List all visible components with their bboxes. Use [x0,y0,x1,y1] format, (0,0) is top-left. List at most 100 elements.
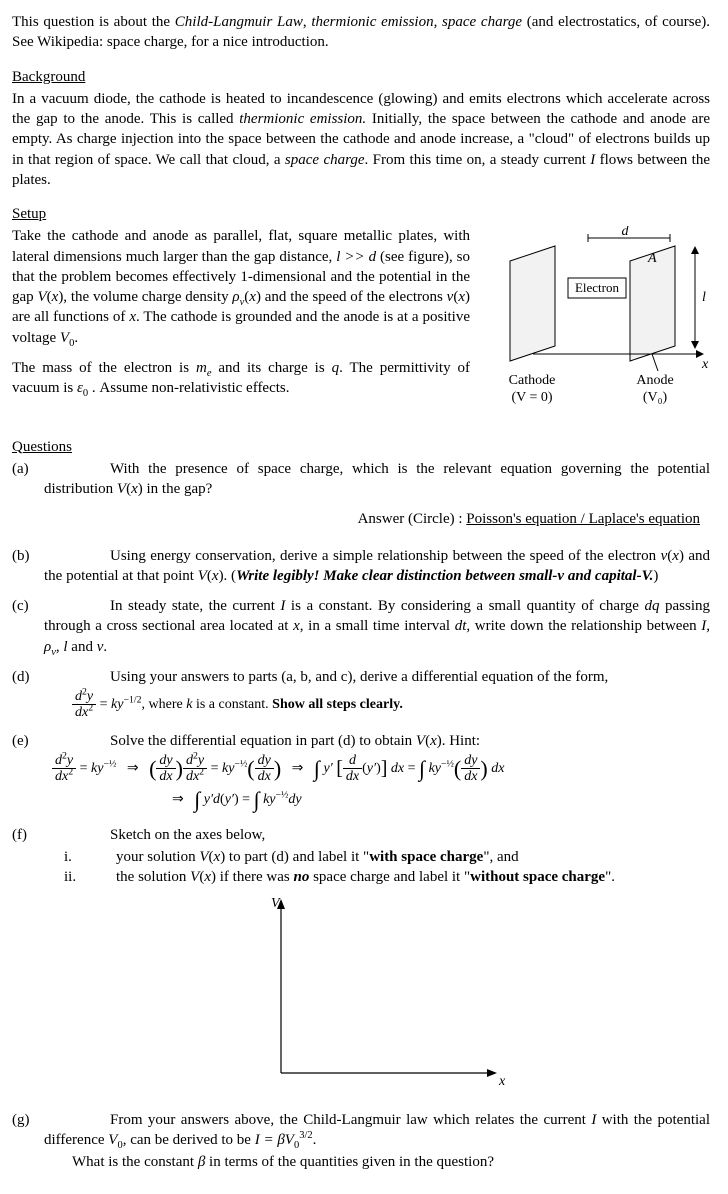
qd-equation: d2ydx2 = ky−1/2, where k is a constant. … [72,689,710,721]
qg-exp: 3/2 [299,1130,312,1141]
diagram-l: l [702,290,706,305]
axis-label-x: x [498,1074,506,1089]
diagram-A: A [647,251,657,266]
intro-topic-2: thermionic emission, space charge [311,14,522,30]
qd-bold: Show all steps clearly. [272,697,403,712]
axis-label-v: V [271,896,281,911]
qe-V: V [416,733,425,749]
intro-paragraph: This question is about the Child-Langmui… [12,12,710,53]
qe-text1: Solve the differential equation in part … [110,733,416,749]
question-d: (d)Using your answers to parts (a, b, an… [44,667,710,687]
qd-label: (d) [12,667,40,687]
qf-sublist: i.your solution V(x) to part (d) and lab… [92,847,710,888]
qg-eq-sub: 0 [294,1140,299,1151]
background-heading: Background [12,67,710,87]
qf-ii-label: ii. [92,867,116,887]
setup-p2d: . Assume non-relativistic effects. [88,380,289,396]
setup-p1f: ) and the speed of the electrons [256,289,447,305]
qf-ii-text1: the solution [116,869,190,885]
setup-p1j: . [74,330,78,346]
qd-text3: is a constant. [192,697,272,712]
setup-p2b: and its charge is [211,360,331,376]
question-a: (a)With the presence of space charge, wh… [44,459,710,500]
qf-ii-text4: ". [605,869,615,885]
qa-answer-line: Answer (Circle) : Poisson's equation / L… [12,509,700,529]
diagram-anode-v: (V₀) [643,390,668,405]
qc-text5: write down the relationship between [470,618,701,634]
qf-i-V: V [199,849,208,865]
qf-i-text1: your solution [116,849,199,865]
qd-text2: , where [142,697,187,712]
qc-text1: In steady state, the current [110,598,280,614]
setup-x4: x [129,309,136,325]
question-g: (g)From your answers above, the Child-La… [44,1110,710,1151]
qb-x2: x [212,568,219,584]
qg-q2: What is the constant [72,1154,198,1170]
diagram-cathode-v: (V = 0) [511,390,552,405]
qg-text4: . [313,1132,317,1148]
diagram-d: d [622,226,630,239]
setup-q: q [332,360,340,376]
questions-heading: Questions [12,437,710,457]
qg-subquestion: What is the constant β in terms of the q… [72,1152,710,1172]
setup-x2: x [249,289,256,305]
qg-text1: From your answers above, the Child-Langm… [110,1112,591,1128]
setup-rho: ρ [232,289,239,305]
bg-thermionic: thermionic emission. [239,111,366,127]
qf-ii-text3: space charge and label it " [309,869,470,885]
background-paragraph: In a vacuum diode, the cathode is heated… [12,89,710,190]
axes-svg: V x [211,893,511,1093]
qf-i-text3: ", and [483,849,518,865]
qc-text8: . [103,639,107,655]
setup-lgg: l >> d [336,249,376,265]
qa-x: x [131,481,138,497]
qc-x: x, [293,618,303,634]
setup-V: V [37,289,46,305]
qf-label: (f) [12,825,40,845]
setup-p2: The mass of the electron is me and its c… [12,358,470,399]
diagram-anode: Anode [636,373,673,388]
qf-item-ii: ii.the solution V(x) if there was no spa… [120,867,710,887]
qf-ii-bold: without space charge [470,869,605,885]
setup-me: m [196,360,207,376]
qe-hint-equation: d2ydx2 = ky−½ ⇒ (dydx)d2ydx2 = ky−½(dydx… [52,753,710,814]
qe-label: (e) [12,731,40,751]
diagram-electron-label: Electron [575,280,620,295]
qd-text1: Using your answers to parts (a, b, and c… [110,669,608,685]
setup-row: Take the cathode and anode as parallel, … [12,226,710,422]
qb-text4: ) [653,568,658,584]
intro-pre: This question is about the [12,14,175,30]
qc-label: (c) [12,596,40,616]
qe-text2: ). Hint: [437,733,480,749]
qf-item-i: i.your solution V(x) to part (d) and lab… [120,847,710,867]
qb-V2: V [198,568,207,584]
diagram-cathode: Cathode [509,373,556,388]
setup-p1d: ), the volume charge density [58,289,232,305]
setup-p2a: The mass of the electron is [12,360,196,376]
qd-eq1: = [100,697,111,712]
diagram-svg: d A Electron l x Cathode (V = 0) Anode (… [480,226,710,416]
setup-x3: x [458,289,465,305]
qc-text7: and [68,639,97,655]
setup-text: Take the cathode and anode as parallel, … [12,226,470,422]
qa-answer-label: Answer (Circle) : [358,511,467,527]
qf-i-text2: ) to part (d) and label it " [220,849,369,865]
qg-q3: in terms of the quantities given in the … [205,1154,494,1170]
qb-x1: x [672,548,679,564]
bg-spacecharge: space charge [285,152,365,168]
qf-axes: V x [12,893,710,1099]
qa-V: V [117,481,126,497]
qg-text3: , can be derived to be [123,1132,255,1148]
qe-x: x [430,733,437,749]
diagram-x: x [701,357,709,372]
qb-bold: Write legibly! Make clear distinction be… [236,568,653,584]
qc-dq: dq [644,598,659,614]
qc-text4: in a small time interval [304,618,455,634]
setup-V0: V [60,330,69,346]
qf-ii-no: no [293,869,309,885]
qf-i-bold: with space charge [369,849,483,865]
question-c: (c)In steady state, the current I is a c… [44,596,710,657]
qa-text2: ) in the gap? [138,481,213,497]
qf-text1: Sketch on the axes below, [110,827,265,843]
qb-v: v [661,548,668,564]
